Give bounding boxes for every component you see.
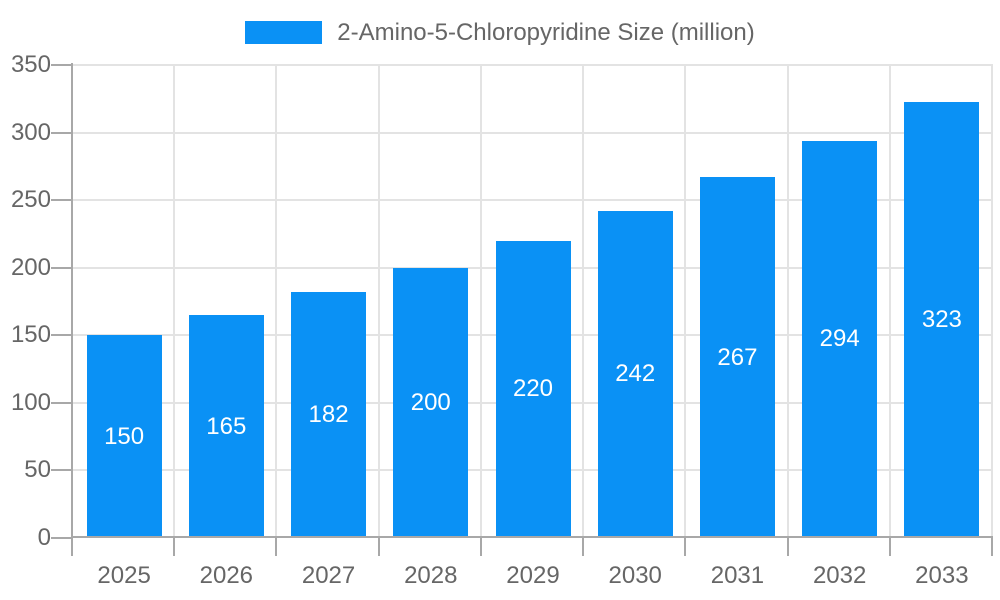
x-axis-label: 2029 bbox=[506, 562, 560, 589]
bar-value-label: 294 bbox=[819, 325, 860, 353]
x-axis-tick bbox=[991, 538, 993, 556]
gridline-horizontal bbox=[73, 131, 993, 134]
y-axis-tick bbox=[51, 401, 71, 404]
x-axis-tick bbox=[684, 538, 686, 556]
x-axis-line bbox=[71, 536, 993, 538]
gridline-vertical bbox=[480, 65, 482, 538]
legend-item[interactable]: 2-Amino-5-Chloropyridine Size (million) bbox=[0, 20, 1000, 45]
y-axis-tick-label: 100 bbox=[10, 388, 51, 416]
gridline-horizontal bbox=[73, 64, 993, 66]
bar-value-label: 150 bbox=[104, 422, 145, 450]
bar[interactable]: 182 bbox=[291, 292, 367, 538]
bar[interactable]: 220 bbox=[495, 240, 571, 538]
x-axis-tick bbox=[582, 538, 584, 556]
bar[interactable]: 200 bbox=[393, 267, 469, 538]
gridline-vertical bbox=[275, 65, 277, 538]
bar-value-label: 242 bbox=[615, 360, 656, 388]
y-axis-tick bbox=[51, 64, 71, 66]
bar[interactable]: 267 bbox=[699, 177, 775, 538]
bar-value-label: 267 bbox=[717, 343, 758, 371]
x-axis-tick bbox=[173, 538, 175, 556]
bar-value-label: 323 bbox=[921, 305, 962, 333]
x-axis-tick bbox=[71, 538, 73, 556]
bar[interactable]: 165 bbox=[188, 315, 264, 538]
gridline-vertical bbox=[173, 65, 175, 538]
x-axis-label: 2026 bbox=[199, 562, 254, 589]
bar-value-label: 182 bbox=[308, 401, 349, 429]
plot-area: 0 50 100 150 200 250 300 350 2025 150 2026 165 2027 1… bbox=[11, 53, 993, 588]
bar[interactable]: 323 bbox=[904, 101, 980, 538]
x-axis-label: 2033 bbox=[915, 562, 969, 589]
y-axis-tick bbox=[51, 537, 71, 539]
x-axis-tick bbox=[378, 538, 380, 556]
x-axis-tick bbox=[889, 538, 891, 556]
y-axis-tick bbox=[51, 469, 71, 472]
gridline-vertical bbox=[991, 65, 993, 538]
y-axis-tick-label: 0 bbox=[37, 524, 51, 551]
bar[interactable]: 294 bbox=[802, 140, 878, 538]
x-axis-label: 2027 bbox=[301, 562, 356, 589]
x-axis-label: 2030 bbox=[608, 562, 662, 589]
y-axis-tick bbox=[51, 334, 71, 337]
x-axis-label: 2025 bbox=[97, 562, 151, 589]
gridline-vertical bbox=[889, 65, 891, 538]
legend-swatch-icon bbox=[245, 21, 323, 44]
bar[interactable]: 150 bbox=[86, 335, 162, 538]
bar-value-label: 200 bbox=[410, 388, 451, 416]
y-axis-tick bbox=[51, 199, 71, 202]
gridline-horizontal bbox=[73, 199, 993, 202]
y-axis-tick bbox=[51, 131, 71, 134]
y-axis-tick-label: 200 bbox=[10, 253, 51, 281]
y-axis-tick-label: 250 bbox=[10, 186, 51, 214]
y-axis-tick-label: 350 bbox=[10, 51, 51, 78]
y-axis-tick bbox=[51, 266, 71, 269]
x-axis-tick bbox=[480, 538, 482, 556]
y-axis-line bbox=[71, 63, 73, 540]
gridline-vertical bbox=[684, 65, 686, 538]
x-axis-tick bbox=[275, 538, 277, 556]
gridline-vertical bbox=[378, 65, 380, 538]
bar-value-label: 165 bbox=[206, 412, 247, 440]
y-axis-tick-label: 150 bbox=[10, 321, 51, 349]
gridline-vertical bbox=[582, 65, 584, 538]
bar-value-label: 220 bbox=[512, 375, 554, 403]
y-axis-tick-label: 50 bbox=[24, 456, 51, 484]
bar[interactable]: 242 bbox=[597, 210, 673, 538]
x-axis-tick bbox=[787, 538, 789, 556]
y-axis-tick-label: 300 bbox=[10, 118, 51, 146]
legend-label: 2-Amino-5-Chloropyridine Size (million) bbox=[337, 19, 755, 46]
x-axis-label: 2028 bbox=[404, 562, 458, 589]
x-axis-label: 2031 bbox=[710, 562, 765, 589]
x-axis-label: 2032 bbox=[812, 562, 867, 589]
gridline-vertical bbox=[787, 65, 789, 538]
